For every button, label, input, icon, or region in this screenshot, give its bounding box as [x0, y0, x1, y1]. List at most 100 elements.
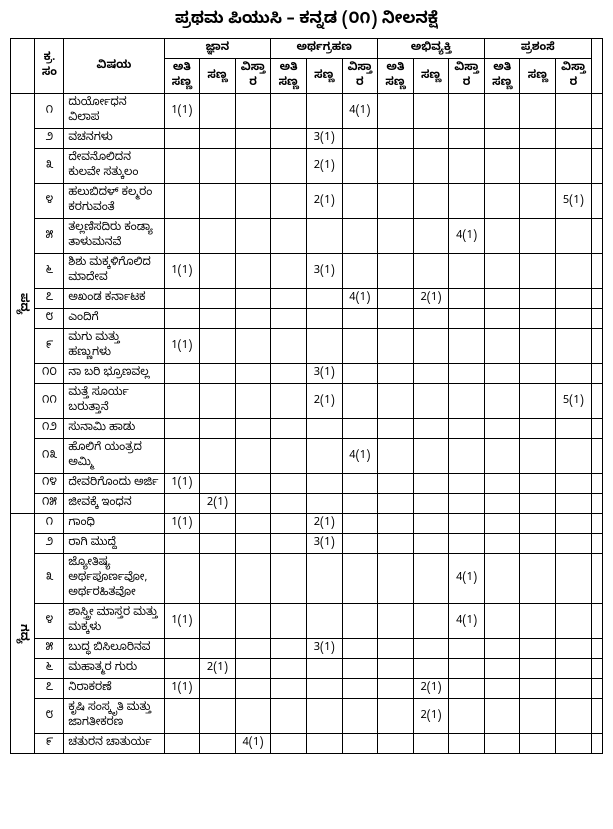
row-subject: ಶಾಸ್ತ್ರೀ ಮಾಸ್ತರ ಮತ್ತು ಮಕ್ಕಳು — [64, 604, 164, 639]
table-row: ೫ಬುದ್ಧ ಬಿಸಿಲೂರಿನವ3(1) — [11, 639, 603, 659]
table-row: ೮ಕೃಷಿ ಸಂಸ್ಕೃತಿ ಮತ್ತು ಜಾಗತೀಕರಣ2(1) — [11, 699, 603, 734]
cell — [342, 494, 378, 514]
cell — [484, 289, 520, 309]
cell — [556, 289, 592, 309]
cell — [520, 699, 556, 734]
cell — [520, 494, 556, 514]
cell: 3(1) — [306, 639, 342, 659]
cell — [342, 554, 378, 604]
cell — [484, 419, 520, 439]
cell — [484, 534, 520, 554]
cell — [556, 474, 592, 494]
tail-cell — [591, 734, 602, 754]
row-num: ೯ — [35, 329, 64, 364]
cell — [342, 679, 378, 699]
row-num: ೩ — [35, 149, 64, 184]
row-subject: ಗಾಂಧಿ — [64, 514, 164, 534]
cell — [520, 289, 556, 309]
cell — [271, 699, 307, 734]
cell — [200, 699, 236, 734]
table-row: ೧೫ಜೀವಕ್ಕೆ ಇಂಧನ2(1) — [11, 494, 603, 514]
cell — [413, 184, 449, 219]
cell: 4(1) — [342, 439, 378, 474]
row-num: ೧೫ — [35, 494, 64, 514]
cell — [520, 329, 556, 364]
cell — [413, 94, 449, 129]
cell — [520, 679, 556, 699]
cell: 1(1) — [164, 94, 200, 129]
cell — [342, 149, 378, 184]
row-num: ೫ — [35, 219, 64, 254]
hdr-sub: ಅತಿ ಸಣ್ಣ — [378, 59, 414, 94]
cell — [556, 254, 592, 289]
row-subject: ದೇವರಿಗೊಂದು ಅರ್ಜಿ — [64, 474, 164, 494]
cell — [164, 699, 200, 734]
cell — [378, 129, 414, 149]
row-subject: ಮತ್ತೆ ಸೂರ್ಯ ಬರುತ್ತಾನೆ — [64, 384, 164, 419]
cell — [449, 514, 485, 534]
cell — [378, 604, 414, 639]
tail-cell — [591, 149, 602, 184]
cell: 1(1) — [164, 604, 200, 639]
cell — [342, 184, 378, 219]
cell — [200, 419, 236, 439]
cell — [164, 554, 200, 604]
tail-cell — [591, 129, 602, 149]
row-num: ೮ — [35, 309, 64, 329]
cell — [164, 639, 200, 659]
hdr-serial: ಕ್ರ.ಸಂ — [35, 39, 64, 94]
cell — [235, 289, 271, 309]
tail-cell — [591, 309, 602, 329]
table-row: ೨ರಾಗಿ ಮುದ್ದೆ3(1) — [11, 534, 603, 554]
cell: 1(1) — [164, 679, 200, 699]
cell — [200, 329, 236, 364]
hdr-sub: ವಿಸ್ತಾರ — [556, 59, 592, 94]
tail-cell — [591, 184, 602, 219]
tail-cell — [591, 534, 602, 554]
cell — [200, 364, 236, 384]
cell: 2(1) — [306, 184, 342, 219]
row-num: ೧೪ — [35, 474, 64, 494]
cell — [342, 329, 378, 364]
cell — [449, 384, 485, 419]
cell — [342, 604, 378, 639]
row-num: ೬ — [35, 659, 64, 679]
cell — [164, 129, 200, 149]
cell — [520, 149, 556, 184]
cell — [520, 94, 556, 129]
cell — [449, 419, 485, 439]
tail-cell — [591, 699, 602, 734]
cell — [306, 329, 342, 364]
cell — [306, 659, 342, 679]
cell — [271, 554, 307, 604]
tail-cell — [591, 439, 602, 474]
cell — [484, 514, 520, 534]
cell — [200, 639, 236, 659]
cell: 2(1) — [306, 514, 342, 534]
cell — [520, 419, 556, 439]
cell — [484, 699, 520, 734]
cell — [235, 514, 271, 534]
cell — [235, 149, 271, 184]
tail-cell — [591, 384, 602, 419]
table-row: ೮ಎಂದಿಗೆ — [11, 309, 603, 329]
cell — [413, 129, 449, 149]
cell — [413, 659, 449, 679]
row-subject: ಅಖಂಡ ಕರ್ನಾಟಕ — [64, 289, 164, 309]
cell — [378, 514, 414, 534]
cell — [342, 534, 378, 554]
tail-cell — [591, 94, 602, 129]
cell — [235, 679, 271, 699]
cell — [378, 94, 414, 129]
hdr-sub: ಸಣ್ಣ — [520, 59, 556, 94]
cell — [306, 699, 342, 734]
tail-cell — [591, 419, 602, 439]
row-subject: ದುರ್ಯೋಧನ ವಿಲಾಪ — [64, 94, 164, 129]
hdr-sub: ವಿಸ್ತಾರ — [449, 59, 485, 94]
row-subject: ಮಹಾತ್ಮರ ಗುರು — [64, 659, 164, 679]
cell — [378, 149, 414, 184]
cell — [235, 534, 271, 554]
cell: 2(1) — [306, 149, 342, 184]
cell — [484, 129, 520, 149]
cell — [200, 534, 236, 554]
